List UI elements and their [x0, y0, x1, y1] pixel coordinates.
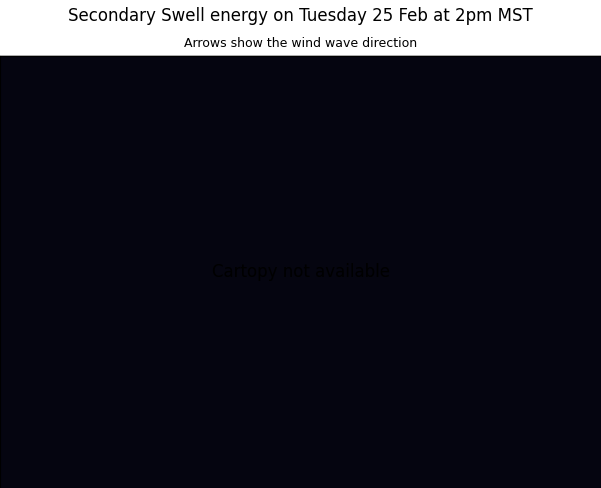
Text: Cartopy not available: Cartopy not available [212, 263, 389, 281]
Text: Secondary Swell energy on Tuesday 25 Feb at 2pm MST: Secondary Swell energy on Tuesday 25 Feb… [68, 7, 533, 25]
Text: Arrows show the wind wave direction: Arrows show the wind wave direction [184, 37, 417, 50]
